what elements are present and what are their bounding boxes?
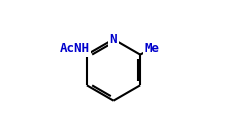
Text: N: N (110, 33, 117, 46)
Text: AcNH: AcNH (60, 42, 90, 55)
Text: Me: Me (144, 42, 159, 55)
